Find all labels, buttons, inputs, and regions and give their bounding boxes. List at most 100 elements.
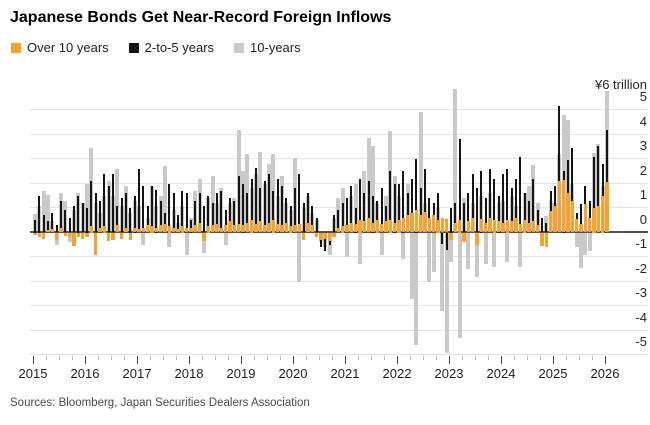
x-axis-year-label: 2021: [330, 366, 360, 381]
bar-over-10-years: [349, 222, 353, 233]
bar-2-to-5-years: [293, 188, 297, 233]
bar-over-10-years: [462, 232, 466, 243]
bar-2-to-5-years: [558, 106, 561, 233]
y-axis-label: -1: [635, 236, 647, 251]
bar-over-10-years: [419, 215, 423, 233]
bar-2-to-5-years: [194, 200, 197, 233]
bar-2-to-5-years: [428, 198, 431, 233]
bar-over-10-years: [280, 225, 284, 233]
bar-10-years: [41, 190, 46, 233]
y-axis-label: -3: [635, 285, 647, 300]
bar-over-10-years: [85, 232, 89, 238]
bar-over-10-years: [102, 226, 106, 233]
bar-2-to-5-years: [159, 200, 162, 233]
x-axis-major-tick: [189, 356, 190, 364]
bar-2-to-5-years: [471, 173, 474, 233]
legend-item-over-10-years: Over 10 years: [11, 40, 109, 55]
x-axis-minor-tick: [371, 356, 372, 360]
bar-over-10-years: [293, 225, 297, 233]
bar-over-10-years: [224, 225, 228, 233]
bar-over-10-years: [492, 220, 496, 233]
bar-over-10-years: [375, 220, 379, 233]
bar-2-to-5-years: [33, 220, 37, 233]
bar-2-to-5-years: [389, 171, 392, 233]
bar-over-10-years: [445, 219, 449, 233]
bar-2-to-5-years: [155, 189, 158, 233]
bar-2-to-5-years: [172, 193, 175, 233]
bar-2-to-5-years: [202, 205, 206, 233]
y-axis-label: 4: [639, 113, 647, 129]
bar-over-10-years: [484, 222, 488, 233]
bar-over-10-years: [562, 180, 566, 233]
bar-over-10-years: [306, 222, 310, 233]
x-axis-minor-tick: [150, 356, 151, 360]
bar-10-years: [162, 166, 168, 233]
bar-10-years: [587, 232, 592, 251]
bar-2-to-5-years: [90, 181, 93, 233]
bar-over-10-years: [367, 217, 371, 233]
bar-2-to-5-years: [415, 159, 418, 233]
bar-over-10-years: [436, 220, 440, 233]
gridline: [30, 109, 648, 110]
bar-2-to-5-years: [280, 185, 284, 233]
x-axis-minor-tick: [72, 356, 73, 360]
bar-2-to-5-years: [579, 204, 583, 233]
bar-2-to-5-years: [571, 147, 574, 233]
gridline: [30, 305, 648, 306]
x-axis-minor-tick: [59, 356, 60, 360]
gridline: [30, 354, 648, 355]
bar-10-years: [574, 232, 579, 248]
bar-10-years: [344, 232, 350, 257]
x-axis-year-label: 2024: [486, 366, 516, 381]
bar-over-10-years: [202, 232, 206, 242]
x-axis-minor-tick: [98, 356, 99, 360]
bar-2-to-5-years: [176, 215, 180, 233]
x-axis-minor-tick: [488, 356, 489, 360]
x-axis-minor-tick: [423, 356, 424, 360]
bar-2-to-5-years: [532, 178, 535, 233]
bar-over-10-years: [397, 220, 401, 233]
bar-2-to-5-years: [475, 188, 479, 233]
bar-over-10-years: [124, 227, 128, 233]
y-axis-label: -4: [635, 309, 647, 325]
bar-2-to-5-years: [250, 178, 253, 233]
bar-over-10-years: [141, 227, 145, 233]
bar-over-10-years: [59, 227, 63, 233]
bar-2-to-5-years: [168, 183, 171, 233]
bar-over-10-years: [332, 232, 336, 238]
bar-over-10-years: [33, 232, 37, 235]
bar-10-years: [45, 194, 51, 233]
x-axis-minor-tick: [566, 356, 567, 360]
bar-2-to-5-years: [142, 185, 145, 233]
bar-2-to-5-years: [311, 205, 314, 233]
bar-over-10-years: [544, 232, 548, 248]
bar-over-10-years: [89, 226, 93, 233]
bar-10-years: [583, 232, 588, 255]
bar-2-to-5-years: [124, 193, 128, 233]
bar-over-10-years: [94, 232, 98, 255]
x-axis-minor-tick: [176, 356, 177, 360]
bar-over-10-years: [193, 225, 197, 233]
bar-over-10-years: [579, 223, 583, 233]
bar-over-10-years: [518, 223, 522, 233]
bar-2-to-5-years: [68, 217, 71, 233]
x-axis-minor-tick: [280, 356, 281, 360]
bar-10-years: [245, 154, 250, 233]
bar-over-10-years: [540, 232, 544, 246]
bar-2-to-5-years: [306, 193, 310, 233]
x-axis-minor-tick: [514, 356, 515, 360]
bar-over-10-years: [410, 212, 414, 233]
gridline: [30, 280, 648, 282]
bar-2-to-5-years: [545, 222, 548, 233]
x-axis-minor-tick: [111, 356, 112, 360]
bar-over-10-years: [297, 223, 301, 233]
x-axis-major-tick: [397, 356, 398, 364]
bar-2-to-5-years: [224, 210, 227, 233]
bar-2-to-5-years: [228, 198, 232, 233]
bar-2-to-5-years: [488, 168, 492, 233]
bar-2-to-5-years: [137, 168, 141, 233]
bar-2-to-5-years: [376, 200, 379, 233]
bar-2-to-5-years: [419, 188, 422, 233]
y-axis-label: -2: [635, 260, 647, 276]
